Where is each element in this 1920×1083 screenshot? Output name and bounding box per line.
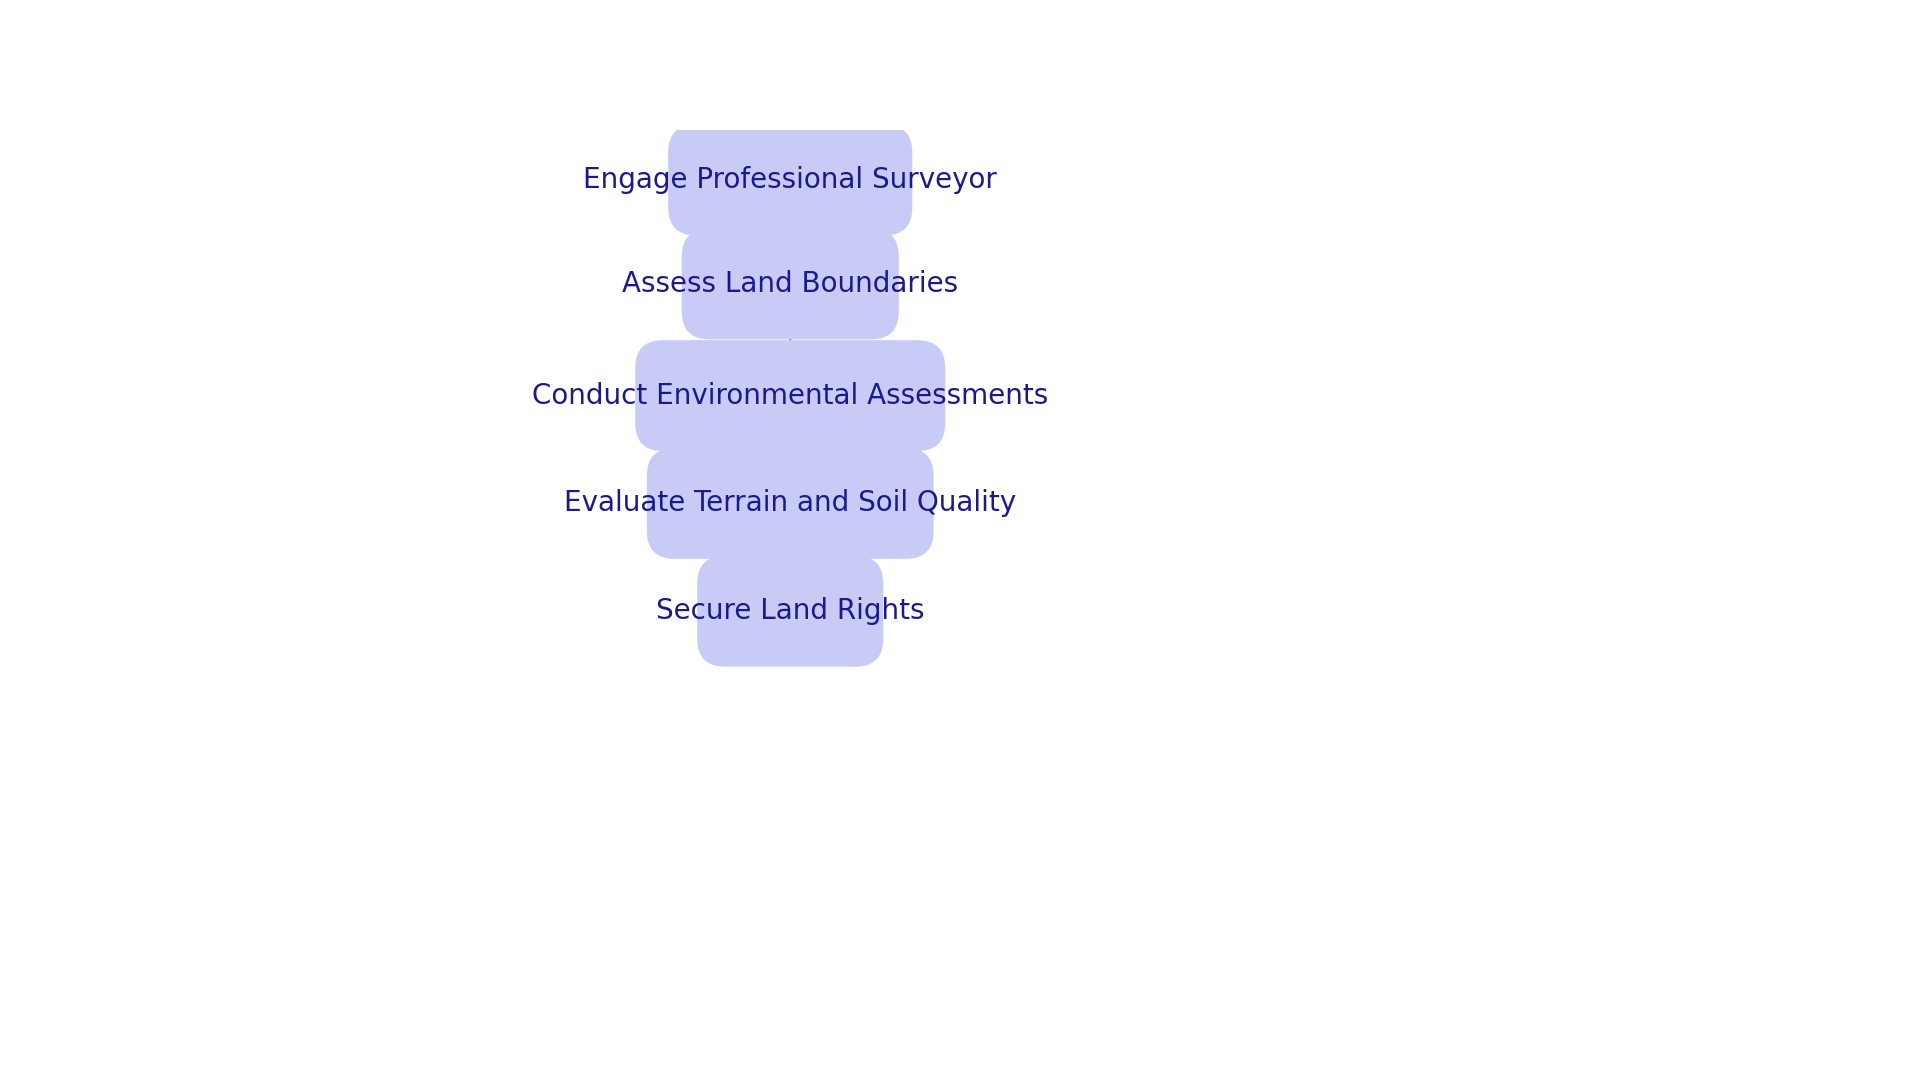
Text: Assess Land Boundaries: Assess Land Boundaries — [622, 270, 958, 298]
FancyBboxPatch shape — [668, 125, 912, 235]
Text: Secure Land Rights: Secure Land Rights — [657, 597, 925, 625]
Text: Engage Professional Surveyor: Engage Professional Surveyor — [584, 166, 996, 194]
FancyBboxPatch shape — [647, 448, 933, 559]
FancyBboxPatch shape — [697, 556, 883, 667]
FancyBboxPatch shape — [682, 229, 899, 339]
FancyBboxPatch shape — [636, 340, 945, 451]
Text: Conduct Environmental Assessments: Conduct Environmental Assessments — [532, 381, 1048, 409]
Text: Evaluate Terrain and Soil Quality: Evaluate Terrain and Soil Quality — [564, 490, 1016, 518]
